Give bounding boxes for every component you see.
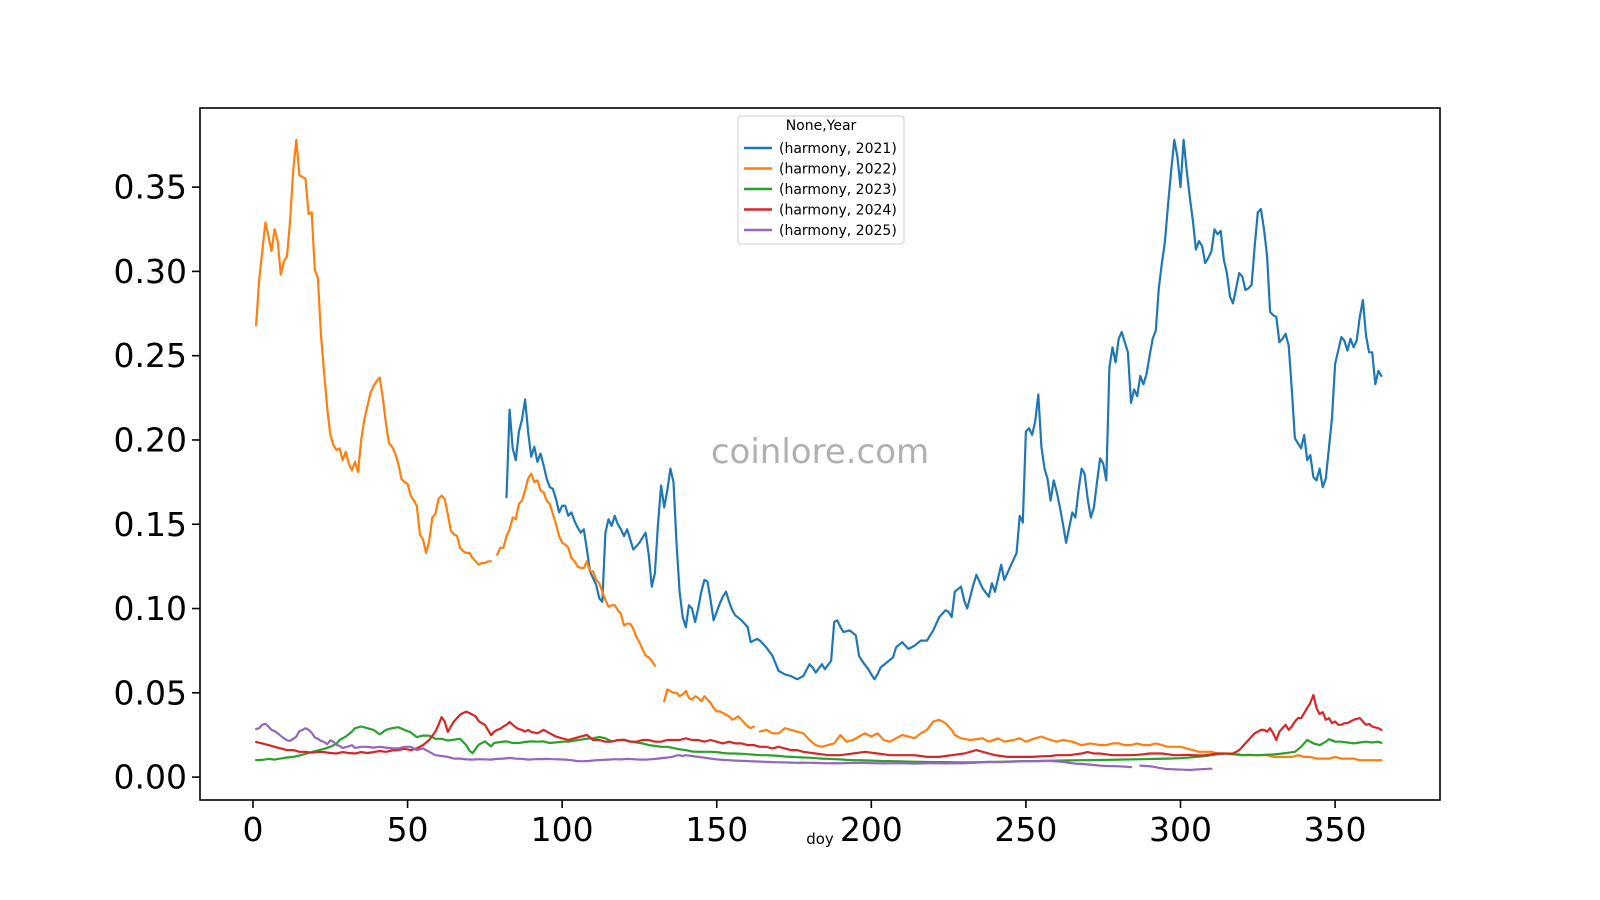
x-axis-label: doy <box>806 830 834 848</box>
x-tick-label: 50 <box>387 810 429 849</box>
y-tick-label: 0.00 <box>114 758 187 797</box>
y-tick-label: 0.35 <box>114 168 187 207</box>
legend: None,Year (harmony, 2021) (harmony, 2022) (… <box>737 115 905 245</box>
y-tick-label: 0.15 <box>114 505 187 544</box>
series-line-2021 <box>505 138 1383 681</box>
legend-label-2021: (harmony, 2021) <box>779 141 897 157</box>
y-tick-label: 0.25 <box>114 336 187 375</box>
series-line-2025 <box>255 722 1213 772</box>
plot-border <box>199 107 1441 801</box>
legend-title: None,Year <box>786 118 857 134</box>
y-tick-label: 0.20 <box>114 421 187 460</box>
x-tick-label: 200 <box>840 810 903 849</box>
x-tick-label: 0 <box>242 810 263 849</box>
legend-box <box>737 115 905 245</box>
legend-label-2025: (harmony, 2025) <box>779 223 897 239</box>
x-tick-label: 250 <box>994 810 1057 849</box>
series-line-2022 <box>255 138 1383 762</box>
x-tick-label: 100 <box>531 810 594 849</box>
x-tick-label: 150 <box>685 810 748 849</box>
y-tick-label: 0.05 <box>114 673 187 712</box>
x-tick-label: 300 <box>1149 810 1212 849</box>
x-tick-label: 350 <box>1304 810 1367 849</box>
y-tick-label: 0.30 <box>114 252 187 291</box>
legend-label-2024: (harmony, 2024) <box>779 202 897 218</box>
watermark-text: coinlore.com <box>711 432 929 472</box>
legend-label-2022: (harmony, 2022) <box>779 161 897 177</box>
y-tick-label: 0.10 <box>114 589 187 628</box>
legend-label-2023: (harmony, 2023) <box>779 182 897 198</box>
series-line-2024 <box>255 693 1383 758</box>
